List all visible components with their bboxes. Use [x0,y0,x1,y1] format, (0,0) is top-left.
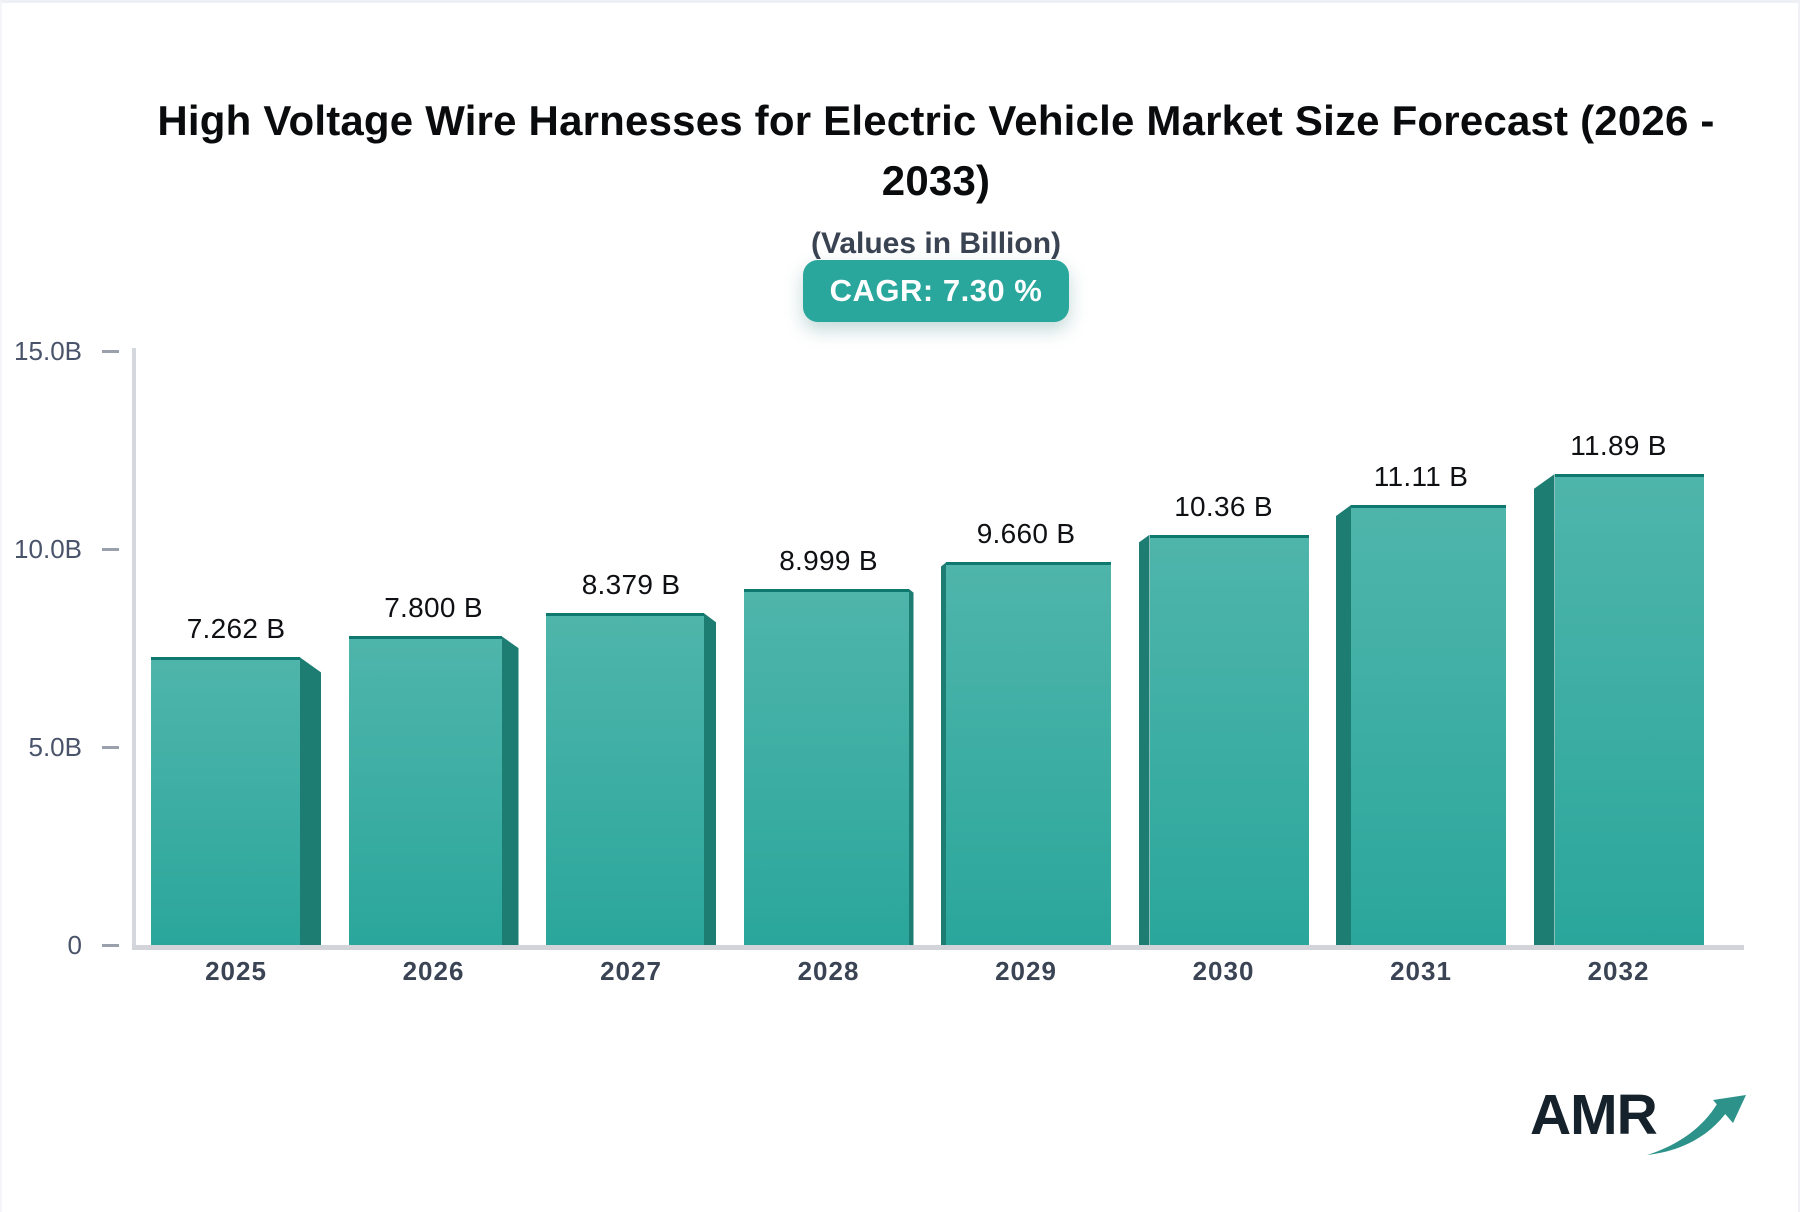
bar-2027[interactable] [546,613,716,950]
bar-face [1554,474,1704,950]
amr-logo: AMR [1530,1087,1755,1163]
ytick-dash-10 [102,548,119,551]
bar-2030[interactable] [1138,534,1309,950]
x-axis-line [132,945,1744,950]
bar-side-face [1138,534,1150,950]
year-label-2026: 2026 [402,956,465,986]
ytick-dash-0 [102,944,119,947]
bar-face [151,657,300,950]
amr-logo-arrow-icon [1646,1095,1746,1155]
bar-2029[interactable] [941,562,1111,950]
ytick-label-5: 5.0B [28,732,83,762]
chart-title-line2: 2033) [881,157,991,204]
ytick-dash-15 [102,350,119,353]
value-label-2030: 10.36 B [1174,490,1273,522]
ytick-label-15: 15.0B [14,336,82,366]
value-label-2029: 9.660 B [976,518,1076,550]
value-label-2027: 8.379 B [581,569,681,601]
year-label-2027: 2027 [600,956,662,986]
year-label-2030: 2030 [1192,956,1255,986]
chart-subtitle: (Values in Billion) [810,227,1062,260]
amr-logo-text: AMR [1530,1083,1658,1147]
bar-2028[interactable] [743,588,914,950]
bar-side-face [501,636,519,950]
chart-title-line1: High Voltage Wire Harnesses for Electric… [157,97,1715,144]
bar-face [348,636,502,950]
year-label-2032: 2032 [1587,956,1650,986]
bar-face [946,562,1111,950]
bar-side-face [704,613,716,950]
year-label-2031: 2031 [1390,956,1452,986]
cagr-badge-wrap: CAGR: 7.30 % [74,260,1798,322]
value-label-2032: 11.89 B [1570,430,1667,462]
ytick-dash-5 [102,746,119,749]
bar-face [743,588,909,950]
value-label-2026: 7.800 B [384,592,483,624]
value-label-2031: 11.11 B [1373,461,1469,493]
bar-face [1351,505,1506,950]
value-label-2025: 7.262 B [186,613,286,645]
bar-side-face [908,588,914,950]
bar-side-face [300,657,321,950]
year-label-2025: 2025 [205,956,267,986]
cagr-badge: CAGR: 7.30 % [802,260,1070,322]
bar-2026[interactable] [348,636,519,950]
bar-side-face [1336,505,1351,950]
bar-2032[interactable] [1533,474,1704,950]
bar-2025[interactable] [151,657,321,950]
bar-side-face [941,562,946,950]
bar-side-face [1533,474,1555,950]
bar-2031[interactable] [1336,505,1506,950]
bar-face [1149,534,1309,950]
chart-title: High Voltage Wire Harnesses for Electric… [74,91,1798,211]
y-axis-line [132,348,136,950]
ytick-label-10: 10.0B [14,534,82,564]
year-label-2029: 2029 [995,956,1057,986]
ytick-label-0: 0 [67,930,82,960]
value-label-2028: 8.999 B [779,544,878,576]
year-label-2028: 2028 [797,956,860,986]
bar-face [546,613,704,950]
